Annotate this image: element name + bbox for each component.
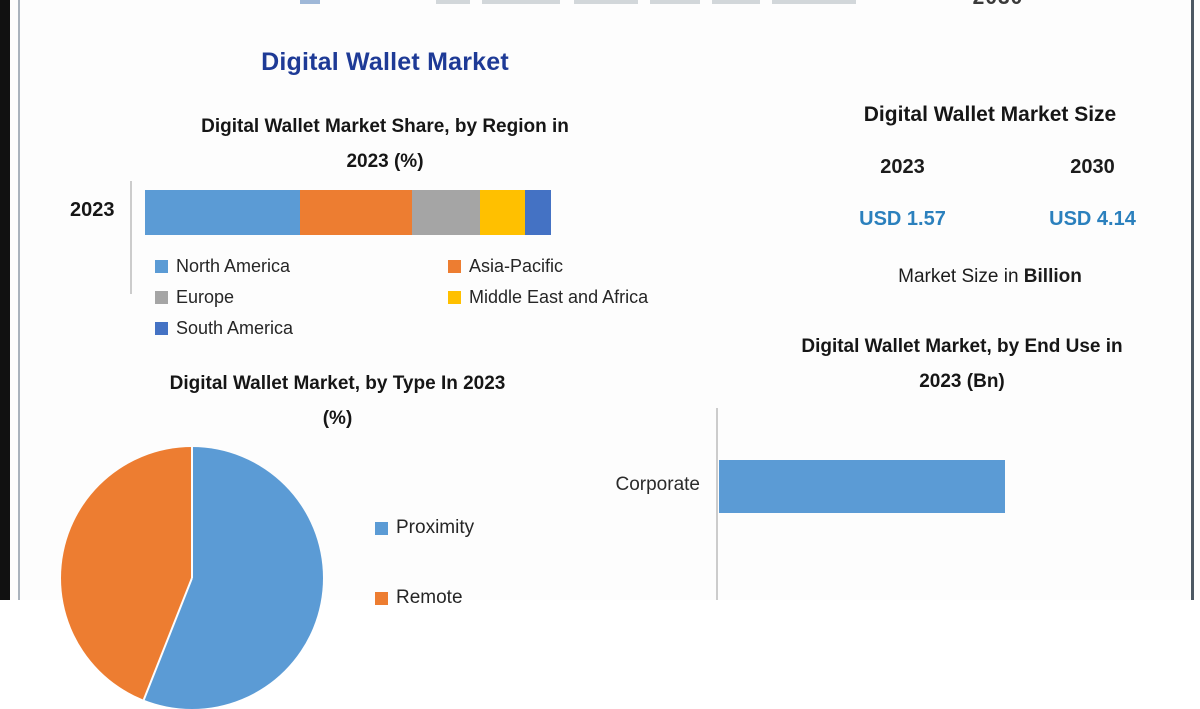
legend-label-proximity: Proximity xyxy=(396,517,475,538)
cropped-year-text: 2030 xyxy=(958,0,1038,9)
end-use-plot-area xyxy=(719,460,1192,513)
market-size-year-2030: 2030 xyxy=(1070,156,1115,178)
legend-marker-north-america xyxy=(155,260,168,273)
region-chart-title-line1: Digital Wallet Market Share, by Region i… xyxy=(201,116,569,137)
cropped-text-artifact xyxy=(712,0,760,4)
type-chart-title-line1: Digital Wallet Market, by Type In 2023 xyxy=(169,373,506,394)
market-size-caption-bold: Billion xyxy=(1023,266,1082,287)
end-use-chart-axis-line xyxy=(716,408,718,600)
legend-marker-asia-pacific xyxy=(448,260,461,273)
cropped-chart-artifact xyxy=(300,0,320,4)
left-border-bar xyxy=(0,0,10,600)
region-bar-segment-europe xyxy=(412,190,480,235)
market-size-year-2023: 2023 xyxy=(880,156,925,178)
market-size-title: Digital Wallet Market Size xyxy=(863,103,1117,126)
legend-label-asia-pacific: Asia-Pacific xyxy=(469,256,564,276)
region-chart-y-axis-label: 2023 xyxy=(70,199,115,221)
end-use-bar-corporate xyxy=(719,460,1006,513)
region-bar-segment-north-america xyxy=(145,190,301,235)
type-chart-title-line2: (%) xyxy=(322,408,353,429)
legend-label-south-america: South America xyxy=(176,318,294,338)
page-title: Digital Wallet Market xyxy=(261,48,509,76)
region-chart-axis-line xyxy=(130,181,132,294)
legend-marker-europe xyxy=(155,291,168,304)
market-size-caption: Market Size in Billion xyxy=(790,266,1190,288)
legend-label-middle-east-africa: Middle East and Africa xyxy=(469,287,649,307)
legend-label-europe: Europe xyxy=(176,287,235,307)
market-size-caption-regular: Market Size in xyxy=(898,266,1024,287)
cropped-text-artifact xyxy=(574,0,638,4)
end-use-category-label: Corporate xyxy=(615,474,701,495)
market-size-value-2023: USD 1.57 xyxy=(859,208,946,230)
legend-marker-proximity xyxy=(375,522,388,535)
type-pie-chart xyxy=(61,447,323,709)
legend-label-remote: Remote xyxy=(396,587,463,608)
cropped-text-artifact xyxy=(650,0,700,4)
cropped-text-artifact xyxy=(772,0,856,4)
cropped-year-label: 2030 xyxy=(958,0,1038,9)
cropped-text-artifact xyxy=(436,0,470,4)
left-frame-line xyxy=(18,0,20,600)
legend-marker-remote xyxy=(375,592,388,605)
region-chart-title-line2: 2023 (%) xyxy=(346,151,424,172)
cropped-text-artifact xyxy=(482,0,560,4)
region-bar-segment-south-america xyxy=(524,190,551,235)
legend-marker-middle-east-africa xyxy=(448,291,461,304)
region-bar-segment-middle-east-and-africa xyxy=(479,190,525,235)
legend-label-north-america: North America xyxy=(176,256,291,276)
pie-slice-divider-top xyxy=(191,447,193,578)
region-stacked-bar xyxy=(145,190,551,235)
legend-marker-south-america xyxy=(155,322,168,335)
region-bar-segment-asia-pacific xyxy=(300,190,413,235)
end-use-chart-title-line2: 2023 (Bn) xyxy=(919,371,1005,392)
right-frame-line xyxy=(1191,0,1194,600)
end-use-chart-title-line1: Digital Wallet Market, by End Use in xyxy=(801,336,1123,357)
market-size-value-2030: USD 4.14 xyxy=(1049,208,1136,230)
